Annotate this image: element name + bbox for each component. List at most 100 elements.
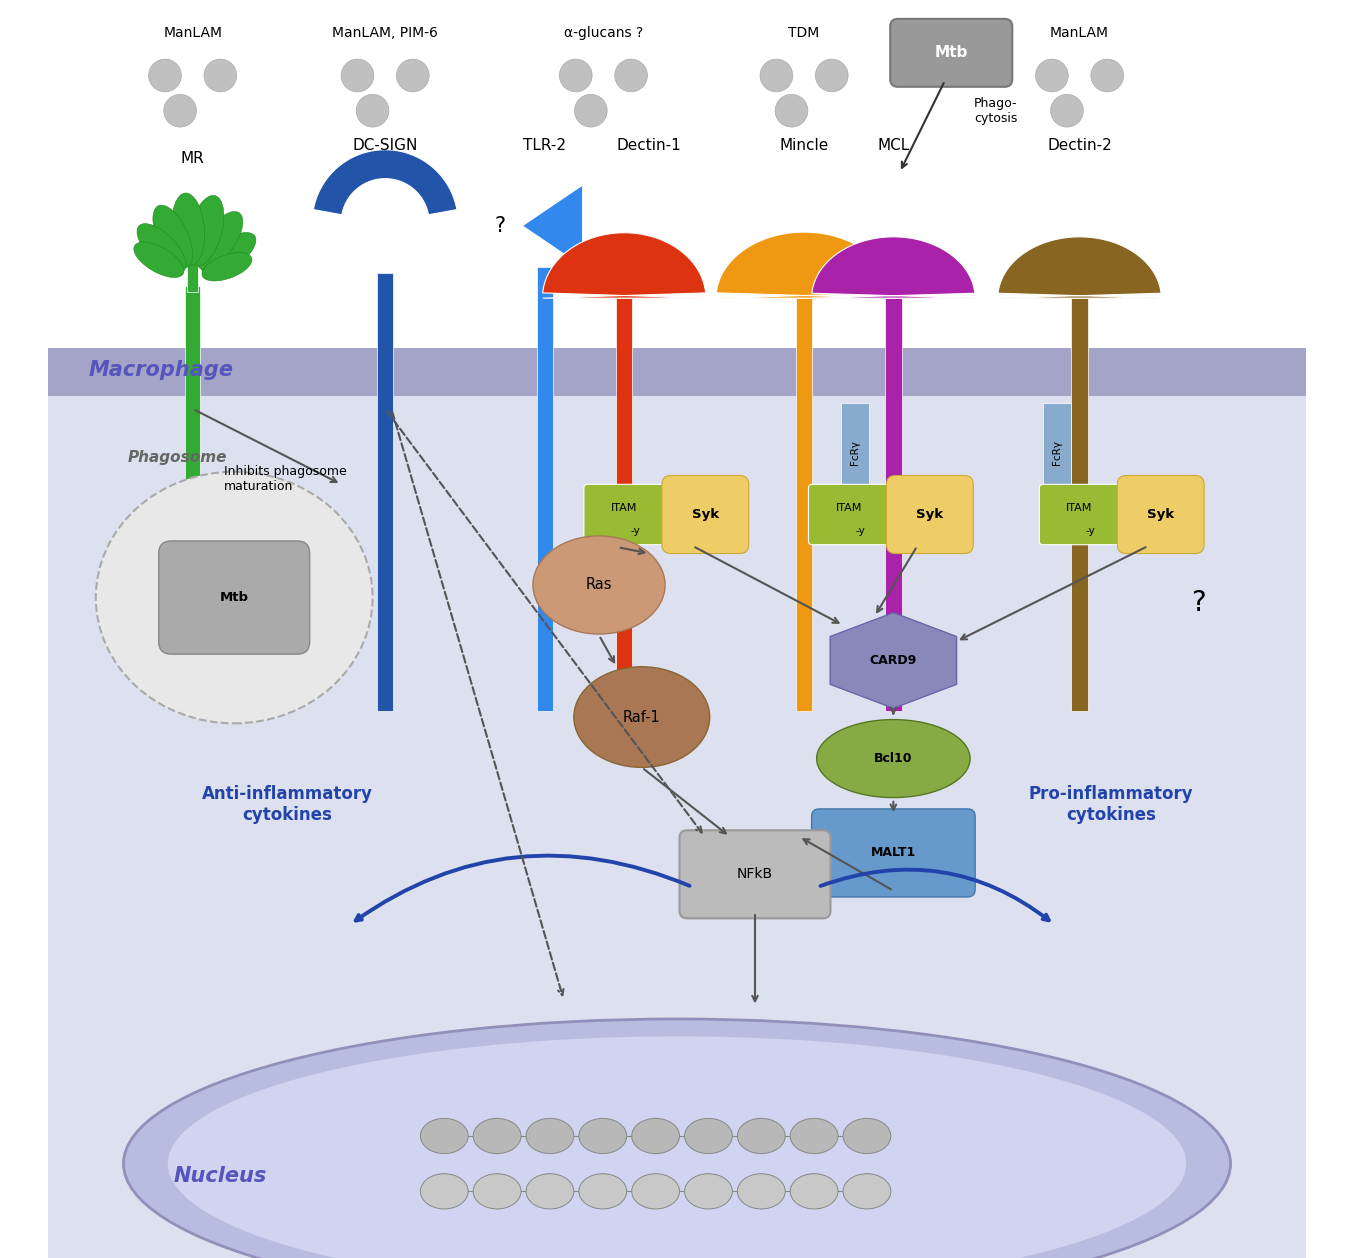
Bar [886, 298, 902, 711]
Ellipse shape [574, 667, 709, 767]
Circle shape [356, 94, 389, 127]
Ellipse shape [123, 1019, 1231, 1258]
FancyBboxPatch shape [811, 809, 975, 897]
Bar [376, 273, 393, 711]
Ellipse shape [202, 253, 252, 281]
Text: Bcl10: Bcl10 [875, 752, 913, 765]
Text: NFkB: NFkB [737, 867, 773, 882]
Text: Nucleus: Nucleus [173, 1166, 267, 1186]
Ellipse shape [632, 1118, 680, 1154]
Circle shape [1051, 94, 1083, 127]
Ellipse shape [632, 1174, 680, 1209]
Text: Phagosome: Phagosome [127, 450, 226, 465]
Text: MR: MR [181, 151, 204, 166]
Ellipse shape [137, 224, 185, 273]
FancyBboxPatch shape [1040, 484, 1120, 545]
Bar [47, 348, 1307, 396]
Ellipse shape [685, 1118, 733, 1154]
Text: Mincle: Mincle [780, 138, 829, 153]
Ellipse shape [96, 472, 372, 723]
Circle shape [574, 94, 607, 127]
Ellipse shape [168, 1037, 1186, 1258]
FancyBboxPatch shape [1117, 476, 1204, 554]
Polygon shape [716, 233, 892, 298]
Circle shape [341, 59, 374, 92]
Text: -y: -y [1086, 526, 1095, 536]
Ellipse shape [188, 195, 223, 265]
Ellipse shape [844, 1174, 891, 1209]
Text: FcRγ: FcRγ [850, 440, 860, 465]
Text: Mtb: Mtb [934, 45, 968, 60]
Bar [47, 0, 1307, 348]
Ellipse shape [791, 1174, 838, 1209]
Text: Syk: Syk [692, 508, 719, 521]
Text: α-glucans ?: α-glucans ? [563, 26, 643, 40]
Ellipse shape [527, 1174, 574, 1209]
Bar [796, 298, 812, 711]
Ellipse shape [685, 1174, 733, 1209]
Text: ITAM: ITAM [611, 503, 638, 513]
FancyBboxPatch shape [808, 484, 890, 545]
Circle shape [1036, 59, 1068, 92]
Text: ITAM: ITAM [1067, 503, 1093, 513]
Ellipse shape [738, 1174, 785, 1209]
Text: ManLAM: ManLAM [1051, 26, 1109, 40]
Ellipse shape [153, 205, 192, 268]
Text: Macrophage: Macrophage [88, 360, 233, 380]
Bar [185, 286, 200, 711]
Polygon shape [830, 613, 956, 708]
Text: ITAM: ITAM [835, 503, 862, 513]
Ellipse shape [172, 192, 204, 265]
Ellipse shape [134, 242, 184, 278]
Text: ManLAM, PIM-6: ManLAM, PIM-6 [332, 26, 439, 40]
Text: Dectin-2: Dectin-2 [1047, 138, 1112, 153]
Text: Dectin-1: Dectin-1 [617, 138, 681, 153]
Text: MCL: MCL [877, 138, 910, 153]
Ellipse shape [420, 1118, 468, 1154]
FancyBboxPatch shape [662, 476, 749, 554]
Circle shape [559, 59, 592, 92]
Text: -y: -y [631, 526, 640, 536]
Text: Inhibits phagosome
maturation: Inhibits phagosome maturation [225, 465, 347, 493]
Text: Pro-inflammatory
cytokines: Pro-inflammatory cytokines [1029, 785, 1193, 824]
Bar [1071, 298, 1087, 711]
Bar [616, 298, 632, 711]
Circle shape [615, 59, 647, 92]
Bar [187, 260, 198, 292]
FancyBboxPatch shape [158, 541, 310, 654]
Circle shape [774, 94, 808, 127]
Text: Syk: Syk [1147, 508, 1174, 521]
Polygon shape [543, 233, 705, 298]
Ellipse shape [791, 1118, 838, 1154]
Ellipse shape [738, 1118, 785, 1154]
Circle shape [815, 59, 848, 92]
Ellipse shape [580, 1118, 627, 1154]
Text: Syk: Syk [917, 508, 944, 521]
Text: DC-SIGN: DC-SIGN [352, 138, 418, 153]
Ellipse shape [533, 536, 665, 634]
Ellipse shape [420, 1174, 468, 1209]
Text: Ras: Ras [586, 577, 612, 593]
Ellipse shape [527, 1118, 574, 1154]
Text: TLR-2: TLR-2 [524, 138, 566, 153]
FancyBboxPatch shape [680, 830, 830, 918]
Circle shape [1091, 59, 1124, 92]
Bar [536, 267, 552, 711]
Polygon shape [812, 237, 975, 298]
Text: Phago-
cytosis: Phago- cytosis [974, 97, 1017, 125]
Ellipse shape [816, 720, 969, 798]
Circle shape [149, 59, 181, 92]
Text: Mtb: Mtb [219, 591, 249, 604]
Text: TDM: TDM [788, 26, 819, 40]
FancyBboxPatch shape [887, 476, 974, 554]
FancyBboxPatch shape [890, 19, 1013, 87]
Bar [47, 348, 1307, 1258]
Polygon shape [998, 237, 1162, 298]
Text: MALT1: MALT1 [871, 847, 917, 859]
Ellipse shape [473, 1118, 521, 1154]
FancyBboxPatch shape [584, 484, 665, 545]
Circle shape [397, 59, 429, 92]
Polygon shape [523, 185, 582, 267]
Ellipse shape [844, 1118, 891, 1154]
Text: Anti-inflammatory
cytokines: Anti-inflammatory cytokines [202, 785, 372, 824]
